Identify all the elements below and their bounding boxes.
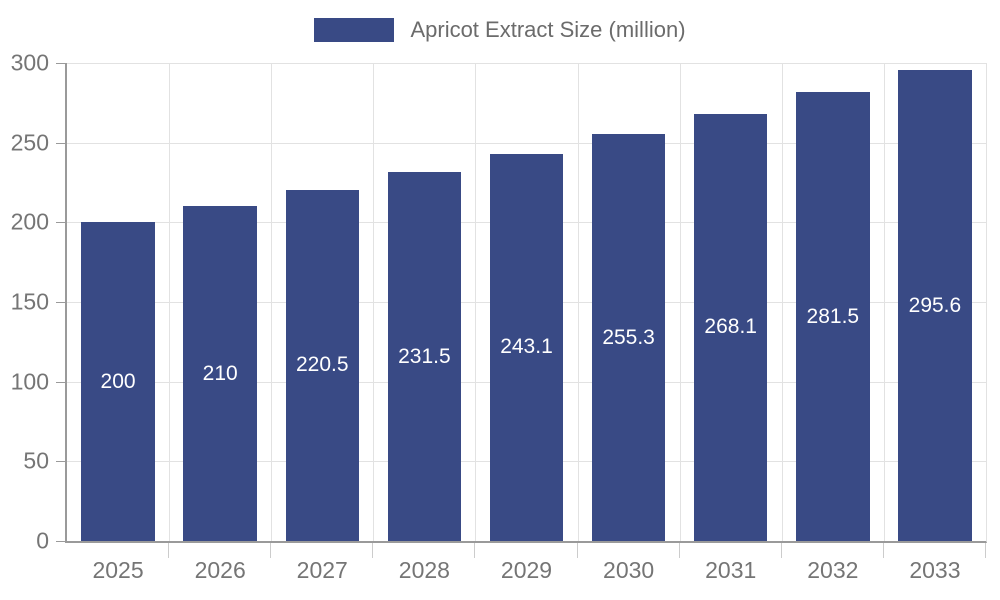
x-tick-label-2027: 2027 [296,557,348,583]
x-tick-label-2029: 2029 [500,557,553,583]
bar-value-label: 200 [100,369,136,393]
x-tick-label-2032: 2032 [807,557,859,583]
bar-2030: 255.3 [591,134,666,541]
bar-2026: 210 [183,206,257,541]
x-tick-mark [678,543,680,558]
x-gridline [679,63,681,541]
bar-2028: 231.5 [387,172,462,541]
legend: Apricot Extract Size (million) [0,17,1000,43]
x-gridline [781,63,783,541]
legend-label: Apricot Extract Size (million) [410,17,686,42]
y-gridline [67,142,986,144]
x-tick-mark [780,543,782,558]
x-tick-label-2025: 2025 [92,557,144,583]
x-tick-mark [985,543,986,558]
x-gridline [475,63,477,541]
x-tick-mark [474,543,476,558]
y-tick-label: 100 [10,368,49,395]
x-tick-mark [270,543,272,558]
y-tick-label: 250 [10,129,49,156]
bar-value-label: 210 [202,361,238,385]
bar-2032: 281.5 [796,92,870,541]
x-gridline [577,63,579,541]
y-tick-mark [56,222,65,224]
bar-2025: 200 [81,222,155,541]
y-tick-mark [56,461,65,463]
bar-2029: 243.1 [489,153,564,541]
x-tick-mark [372,543,374,558]
bar-value-label: 255.3 [602,325,655,349]
x-tick-label-2033: 2033 [909,557,961,583]
legend-swatch [314,18,395,42]
bar-2027: 220.5 [285,189,360,541]
x-tick-mark [576,543,578,558]
x-tick-mark [882,543,884,558]
y-gridline [67,63,986,64]
bar-value-label: 268.1 [704,315,757,339]
x-tick-label-2028: 2028 [398,557,450,583]
x-gridline [883,63,885,541]
y-tick-mark [56,142,65,144]
y-tick-mark [56,63,65,64]
x-tick-mark [168,543,170,558]
plot-area: 0 50 100 150 200 250 300 200 2025 210 2026 220.5 202… [11,50,987,583]
y-tick-label: 200 [10,208,49,235]
y-tick-label: 0 [36,527,49,554]
bar-value-label: 295.6 [908,293,962,317]
x-gridline [373,63,375,541]
x-tick-label-2030: 2030 [603,557,655,583]
y-tick-mark [56,381,65,383]
x-tick-label-2026: 2026 [194,557,246,583]
y-tick-mark [56,541,65,542]
bar-2033: 295.6 [898,70,972,541]
x-tick-label-2031: 2031 [705,557,757,583]
bar-2031: 268.1 [693,113,768,541]
y-tick-label: 300 [10,49,49,76]
y-tick-label: 150 [10,288,49,315]
x-gridline [169,63,171,541]
x-gridline [271,63,273,541]
bar-value-label: 231.5 [398,344,451,368]
bar-value-label: 243.1 [500,335,553,359]
bar-value-label: 220.5 [295,353,349,377]
y-tick-mark [56,302,65,303]
y-tick-label: 50 [23,447,49,474]
bar-value-label: 281.5 [806,304,860,328]
